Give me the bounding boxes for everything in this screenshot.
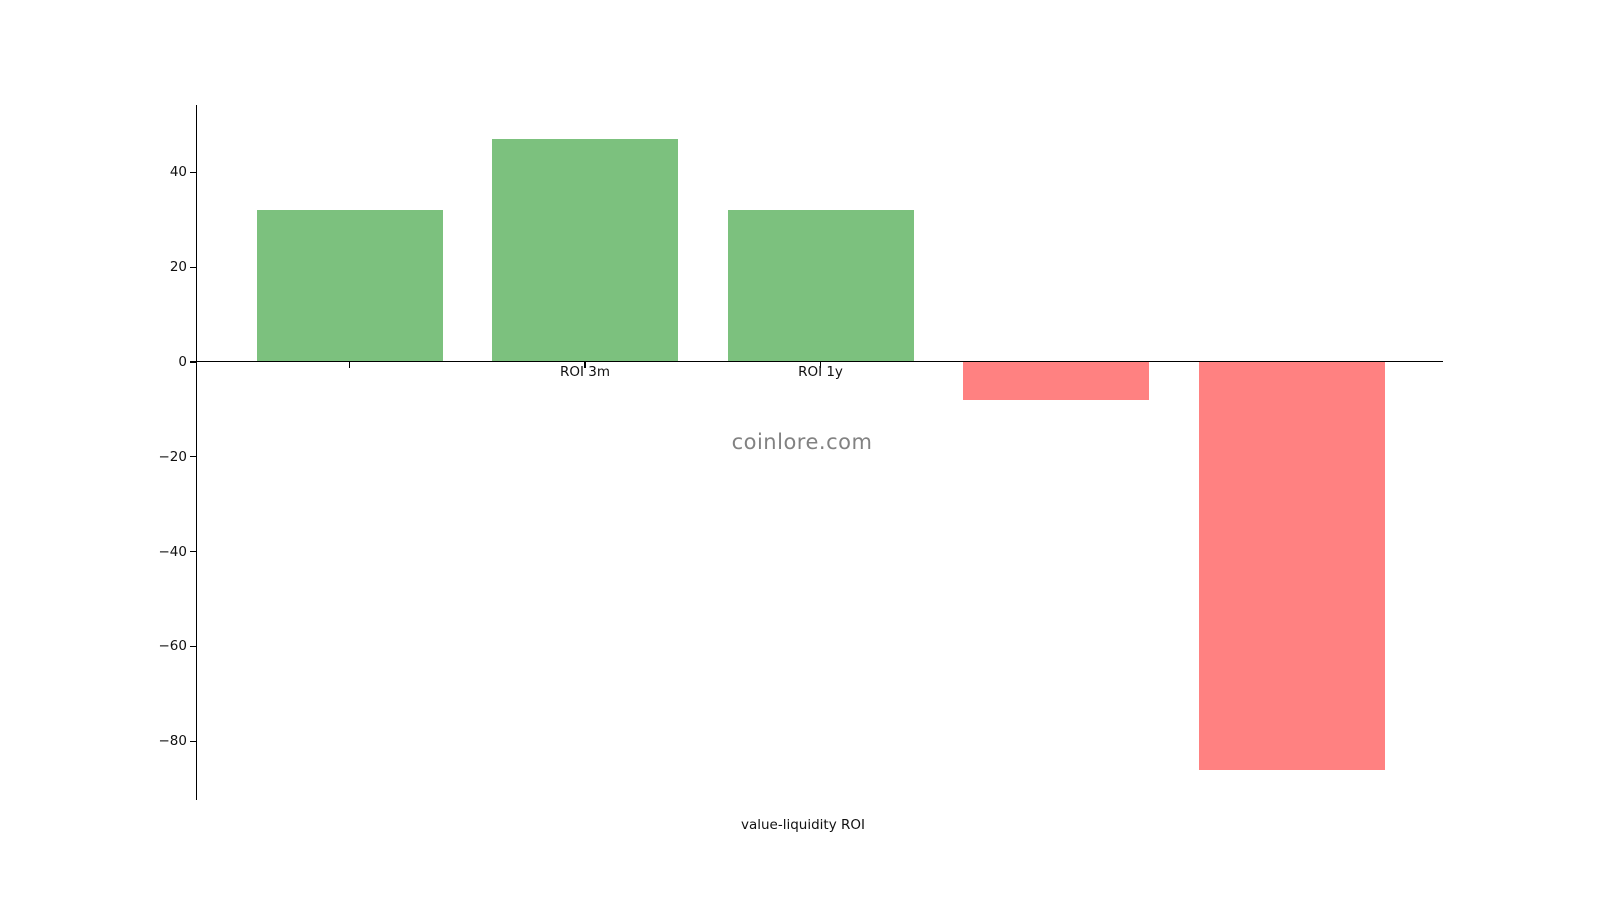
y-tick-label: −40 <box>158 543 188 560</box>
y-tick-mark <box>190 266 196 268</box>
y-tick-mark <box>190 361 196 363</box>
y-tick-label: −80 <box>158 733 188 750</box>
bar-series-3 <box>963 362 1149 400</box>
x-tick-label: ROI 1y <box>798 363 843 380</box>
y-axis-spine <box>195 105 197 800</box>
y-tick-label: −20 <box>158 448 188 465</box>
y-tick-label: −60 <box>158 638 188 655</box>
y-tick-mark <box>190 456 196 458</box>
y-tick-mark <box>190 171 196 174</box>
bar-series-0 <box>256 210 443 362</box>
bar-roi-3m <box>492 139 678 362</box>
watermark-text: coinlore.com <box>731 430 873 454</box>
x-tick-label: ROI 3m <box>559 363 611 380</box>
x-tick-mark <box>348 362 351 368</box>
y-tick-label: 20 <box>169 259 187 276</box>
y-tick-label: 40 <box>169 164 187 181</box>
x-tick-mark <box>819 362 822 368</box>
x-axis-title: value-liquidity ROI <box>740 817 865 833</box>
y-tick-mark <box>190 740 196 742</box>
bar-roi-1y <box>727 210 914 362</box>
bar-series-4 <box>1198 362 1385 770</box>
y-tick-mark <box>190 645 196 648</box>
x-tick-mark <box>584 362 586 368</box>
y-tick-label: 0 <box>178 354 187 370</box>
x-axis-zero-line <box>195 360 1443 363</box>
y-tick-mark <box>190 551 196 553</box>
